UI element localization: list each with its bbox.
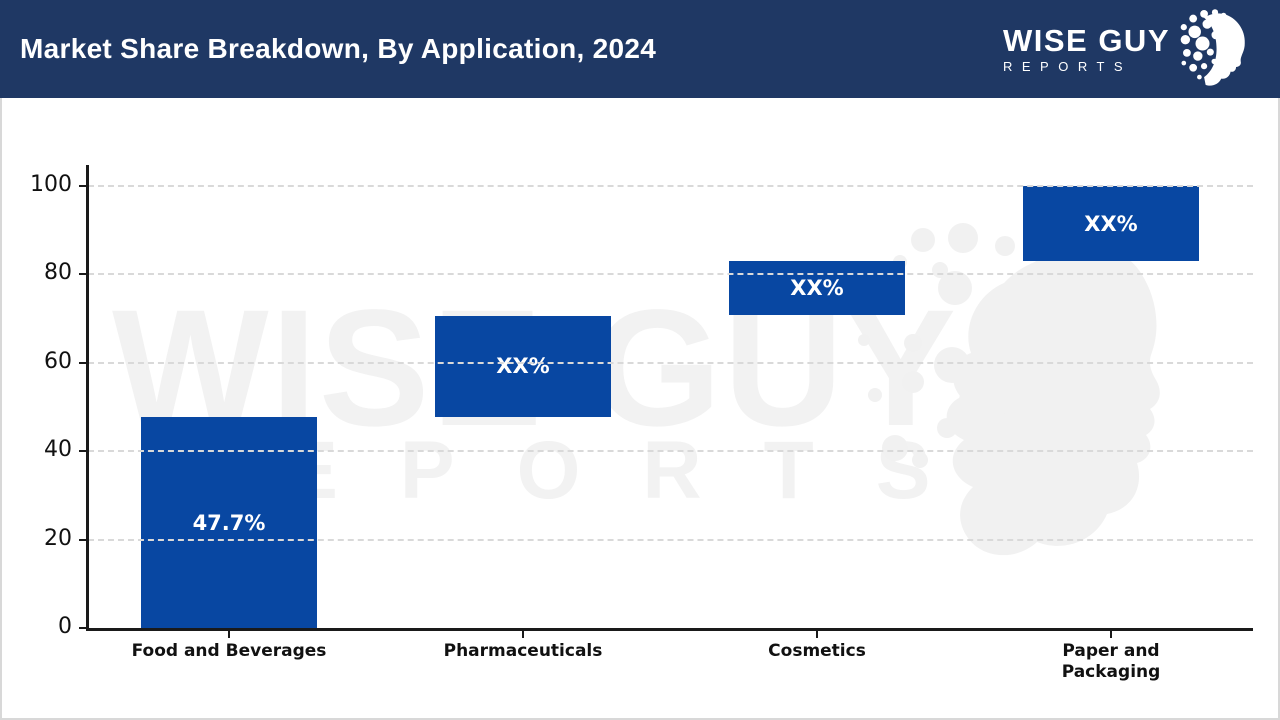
- x-tick-cosmetics: [816, 630, 818, 638]
- header-bar: Market Share Breakdown, By Application, …: [0, 0, 1280, 98]
- bar-value-label-cosmetics: XX%: [790, 276, 844, 301]
- x-category-label-line: Food and Beverages: [131, 641, 327, 661]
- y-tick-60: [79, 361, 88, 364]
- y-tick-20: [79, 538, 88, 541]
- logo-subtext: REPORTS: [1002, 59, 1133, 74]
- y-tick-label-100: 100: [30, 172, 72, 197]
- logo-text: WISE GUY REPORTS: [1003, 25, 1170, 73]
- y-tick-100: [79, 185, 88, 187]
- y-axis: [86, 165, 89, 631]
- y-tick-80: [79, 273, 88, 276]
- x-category-label-paper-and-packaging: Paper and Packaging: [1062, 641, 1161, 684]
- bar-food-and-beverages: 47.7%: [141, 417, 317, 628]
- x-category-label-pharmaceuticals: Pharmaceuticals: [444, 641, 603, 662]
- x-tick-food-and-beverages: [228, 630, 230, 638]
- gridline-100: [88, 185, 1253, 187]
- x-category-label-line: Paper and: [1062, 641, 1160, 661]
- x-tick-pharmaceuticals: [522, 630, 524, 638]
- gridline-60: [88, 361, 1253, 364]
- bar-pharmaceuticals: XX%: [435, 315, 611, 418]
- y-tick-label-0: 0: [58, 614, 72, 639]
- wiseguy-logo: WISE GUY REPORTS: [1003, 8, 1254, 90]
- y-tick-label-20: 20: [44, 525, 72, 551]
- x-axis: [86, 628, 1253, 631]
- gridline-80: [88, 273, 1253, 276]
- x-category-label-food-and-beverages: Food and Beverages: [132, 641, 327, 662]
- x-tick-paper-and-packaging: [1110, 630, 1112, 638]
- y-tick-40: [79, 450, 88, 453]
- x-category-label-line: Packaging: [1061, 662, 1161, 683]
- logo-face-icon: [1180, 9, 1245, 86]
- bar-value-label-pharmaceuticals: XX%: [496, 354, 550, 379]
- logo-wordmark: WISE GUY: [1002, 23, 1170, 58]
- gridline-40: [88, 450, 1253, 453]
- page-title: Market Share Breakdown, By Application, …: [20, 33, 657, 64]
- watermark-face-dots-icon: [858, 223, 1160, 556]
- bar-value-label-paper-and-packaging: XX%: [1084, 211, 1138, 236]
- gridline-20: [88, 538, 1253, 541]
- y-tick-label-40: 40: [44, 437, 72, 463]
- x-category-label-cosmetics: Cosmetics: [768, 641, 866, 662]
- y-tick-label-60: 60: [44, 348, 72, 374]
- bar-value-label-food-and-beverages: 47.7%: [192, 510, 266, 535]
- x-category-label-line: Pharmaceuticals: [443, 641, 603, 661]
- y-tick-0: [79, 627, 88, 629]
- bottom-border: [0, 718, 1280, 720]
- bar-cosmetics: XX%: [729, 261, 905, 316]
- y-tick-label-80: 80: [44, 260, 72, 286]
- left-border: [0, 98, 2, 720]
- right-border: [1278, 98, 1280, 720]
- bar-paper-and-packaging: XX%: [1023, 186, 1199, 262]
- x-category-label-line: Cosmetics: [768, 641, 866, 661]
